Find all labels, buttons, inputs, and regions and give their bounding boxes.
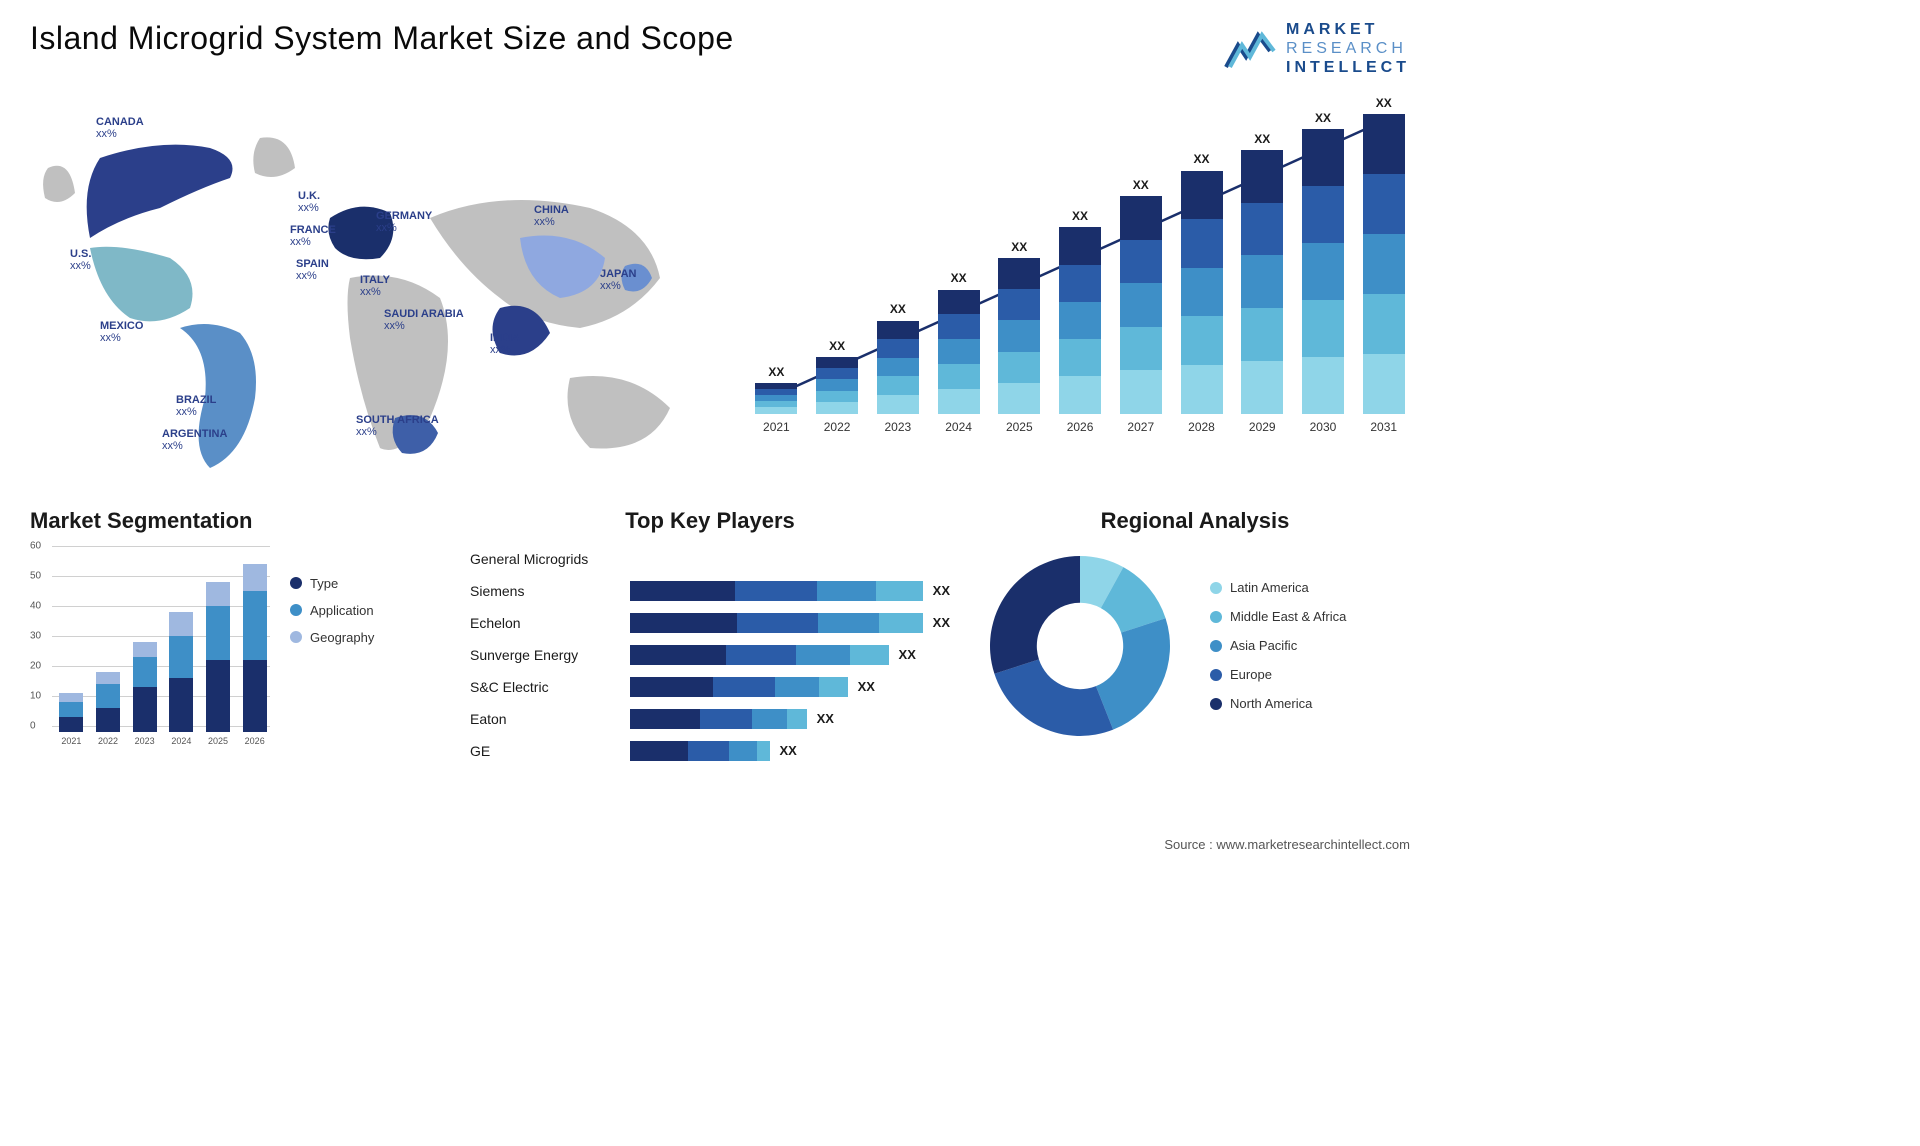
logo-line3: INTELLECT <box>1286 58 1410 77</box>
segmentation-chart: 0102030405060202120222023202420252026 <box>30 546 270 766</box>
forecast-bar: XX2023 <box>871 302 924 433</box>
donut-slice <box>1096 618 1170 729</box>
forecast-bar: XX2029 <box>1236 132 1289 434</box>
forecast-chart-panel: XX2021XX2022XX2023XX2024XX2025XX2026XX20… <box>750 98 1410 478</box>
forecast-bar: XX2022 <box>811 339 864 434</box>
segmentation-panel: Market Segmentation 01020304050602021202… <box>30 508 440 788</box>
segmentation-bar: 2026 <box>239 564 270 746</box>
world-map-panel: CANADAxx% U.S.xx% MEXICOxx% BRAZILxx% ARGENT… <box>30 98 710 478</box>
page-title: Island Microgrid System Market Size and … <box>30 20 734 57</box>
map-country-label: ITALYxx% <box>360 274 390 298</box>
map-country-label: SOUTH AFRICAxx% <box>356 414 439 438</box>
map-country-label: JAPANxx% <box>600 268 636 292</box>
map-country-label: GERMANYxx% <box>376 210 432 234</box>
players-chart: General Microgrids SiemensXX EchelonXX Sunv… <box>470 546 950 764</box>
map-country-label: SAUDI ARABIAxx% <box>384 308 464 332</box>
segmentation-legend: Type Application Geography <box>290 546 374 766</box>
forecast-bar: XX2025 <box>993 240 1046 433</box>
map-country-label: CANADAxx% <box>96 116 144 140</box>
players-panel: Top Key Players General Microgrids Siemen… <box>470 508 950 788</box>
segmentation-bar: 2024 <box>166 612 197 746</box>
forecast-bar: XX2031 <box>1357 96 1410 434</box>
regional-title: Regional Analysis <box>980 508 1410 534</box>
forecast-bar: XX2027 <box>1114 178 1167 433</box>
forecast-bar: XX2026 <box>1054 209 1107 433</box>
map-country-label: SPAINxx% <box>296 258 329 282</box>
map-country-label: U.S.xx% <box>70 248 91 272</box>
player-row: General Microgrids <box>470 546 950 572</box>
brand-logo: MARKET RESEARCH INTELLECT <box>1224 20 1410 78</box>
map-country-label: INDIAxx% <box>490 332 520 356</box>
forecast-bar: XX2024 <box>932 271 985 433</box>
map-country-label: FRANCExx% <box>290 224 336 248</box>
legend-item: Latin America <box>1210 580 1346 595</box>
segmentation-bar: 2025 <box>203 582 234 746</box>
legend-item: North America <box>1210 696 1346 711</box>
logo-line2: RESEARCH <box>1286 39 1410 58</box>
logo-line1: MARKET <box>1286 20 1410 39</box>
map-country-label: U.K.xx% <box>298 190 320 214</box>
player-row: EchelonXX <box>470 610 950 636</box>
player-row: EatonXX <box>470 706 950 732</box>
regional-donut-chart <box>980 546 1180 746</box>
legend-item: Europe <box>1210 667 1346 682</box>
regional-legend: Latin America Middle East & Africa Asia Pa… <box>1210 580 1346 711</box>
segmentation-bar: 2023 <box>129 642 160 746</box>
legend-item: Middle East & Africa <box>1210 609 1346 624</box>
legend-item: Asia Pacific <box>1210 638 1346 653</box>
player-row: SiemensXX <box>470 578 950 604</box>
donut-slice <box>990 556 1080 674</box>
player-row: Sunverge EnergyXX <box>470 642 950 668</box>
player-row: GEXX <box>470 738 950 764</box>
player-row: S&C ElectricXX <box>470 674 950 700</box>
legend-item: Type <box>290 576 374 591</box>
map-country-label: CHINAxx% <box>534 204 569 228</box>
segmentation-bar: 2022 <box>93 672 124 746</box>
segmentation-title: Market Segmentation <box>30 508 440 534</box>
players-title: Top Key Players <box>470 508 950 534</box>
legend-item: Geography <box>290 630 374 645</box>
forecast-bar: XX2028 <box>1175 152 1228 433</box>
regional-panel: Regional Analysis Latin America Middle Ea… <box>980 508 1410 788</box>
forecast-bar: XX2030 <box>1297 111 1350 433</box>
logo-mark-icon <box>1224 27 1278 71</box>
source-attribution: Source : www.marketresearchintellect.com <box>1164 837 1410 852</box>
forecast-bar: XX2021 <box>750 365 803 434</box>
segmentation-bar: 2021 <box>56 693 87 746</box>
legend-item: Application <box>290 603 374 618</box>
donut-slice <box>994 659 1113 736</box>
map-country-label: ARGENTINAxx% <box>162 428 227 452</box>
map-country-label: MEXICOxx% <box>100 320 143 344</box>
map-country-label: BRAZILxx% <box>176 394 216 418</box>
